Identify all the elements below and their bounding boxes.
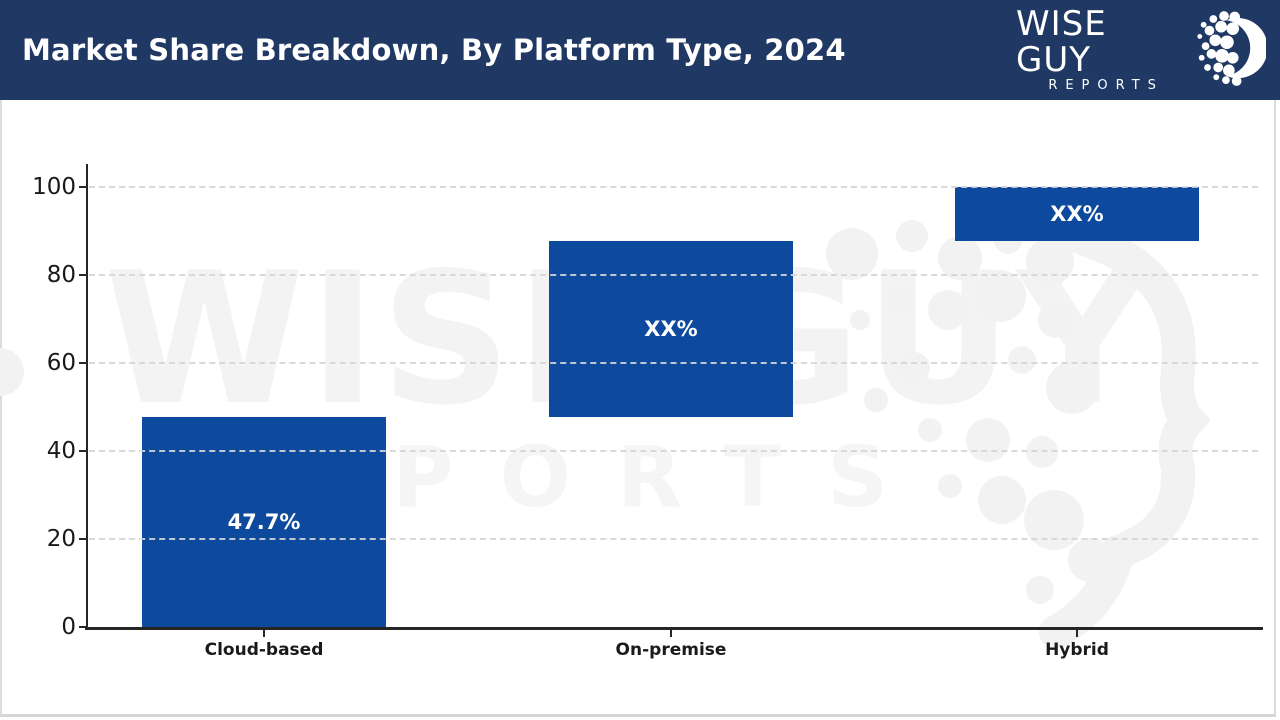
logo-text: WISE GUY REPORTS	[1016, 6, 1188, 94]
logo-head-icon	[1194, 11, 1266, 86]
header-bar: Market Share Breakdown, By Platform Type…	[0, 0, 1280, 100]
logo-reports-text: REPORTS	[1048, 78, 1164, 93]
wise-guy-reports-logo: WISE GUY REPORTS	[1016, 6, 1266, 94]
figure-border	[0, 100, 1276, 717]
logo-wordmark: WISE GUY	[1016, 4, 1107, 80]
chart-title: Market Share Breakdown, By Platform Type…	[22, 33, 846, 67]
